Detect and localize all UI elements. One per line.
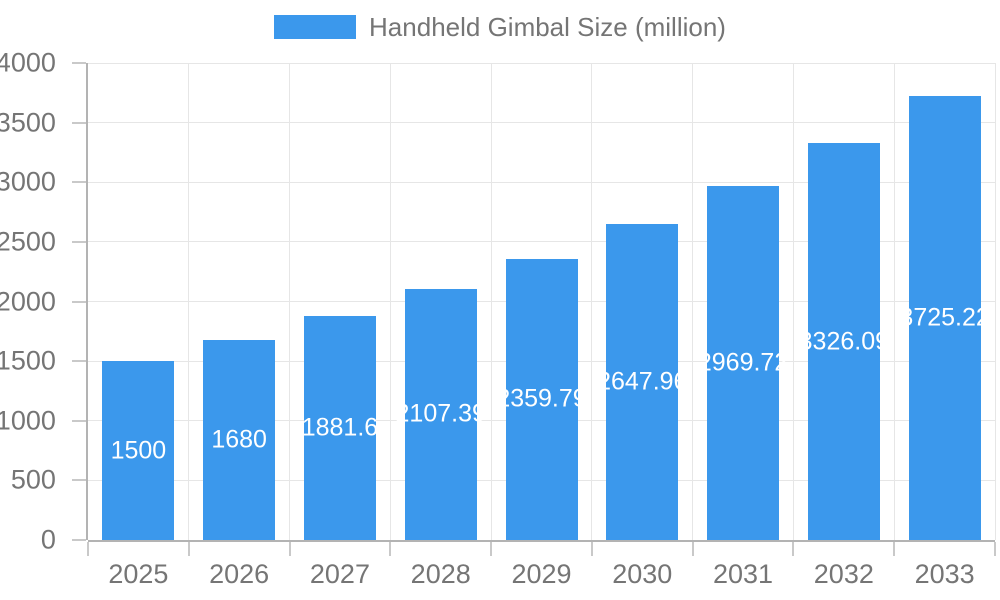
bar[interactable]: [606, 224, 679, 540]
y-axis-tick-mark: [72, 360, 86, 363]
gridline-vertical: [994, 63, 996, 540]
y-axis-line: [86, 63, 88, 540]
y-axis-tick-mark: [72, 419, 86, 422]
y-tick-label: 3000: [0, 166, 56, 197]
gridline-horizontal: [88, 62, 995, 64]
x-tick-label: 2033: [914, 559, 975, 589]
x-tick-label: 2025: [108, 559, 169, 589]
bar[interactable]: [303, 315, 376, 540]
x-tick-label: 2030: [612, 559, 673, 589]
gridline-vertical: [692, 63, 694, 540]
gridline-horizontal: [88, 181, 995, 183]
x-axis-tick-mark: [994, 542, 996, 556]
bar-value-label: 3725.22: [899, 303, 990, 332]
y-tick-label: 3500: [0, 107, 56, 138]
y-tick-label: 1500: [0, 345, 56, 376]
x-tick-label: 2028: [410, 559, 471, 589]
y-tick-label: 500: [10, 464, 56, 495]
x-axis-tick-mark: [87, 542, 89, 556]
bar[interactable]: [707, 185, 780, 540]
gridline-vertical: [792, 63, 794, 540]
gridline-vertical: [389, 63, 391, 540]
y-tick-label: 0: [40, 524, 56, 555]
x-tick-label: 2027: [309, 559, 370, 589]
x-axis-line: [88, 540, 995, 542]
y-axis-tick-mark: [72, 240, 86, 243]
legend-label: Handheld Gimbal Size (million): [369, 12, 726, 42]
bar[interactable]: [908, 95, 981, 540]
bar-value-label: 3326.09: [798, 327, 890, 356]
x-axis-tick-mark: [389, 542, 392, 556]
gridline-vertical: [490, 63, 492, 540]
bar-value-label: 2647.96: [597, 367, 688, 396]
x-tick-label: 2032: [813, 559, 874, 589]
bar-value-label: 2107.39: [395, 399, 486, 428]
x-axis-tick-mark: [288, 542, 291, 556]
bar-value-label: 1881.6: [301, 413, 379, 442]
gridline-vertical: [289, 63, 291, 540]
x-tick-label: 2029: [511, 559, 572, 589]
y-tick-label: 2000: [0, 286, 56, 316]
x-axis-tick-mark: [893, 542, 896, 556]
bar[interactable]: [102, 361, 175, 540]
x-axis-tick-mark: [590, 542, 593, 556]
gridline-vertical: [188, 63, 190, 540]
legend[interactable]: Handheld Gimbal Size (million): [0, 14, 1000, 40]
x-axis-tick-mark: [187, 542, 190, 556]
bar[interactable]: [404, 288, 477, 540]
y-tick-label: 4000: [0, 47, 56, 78]
y-axis-tick-mark: [72, 181, 86, 184]
x-axis-tick-mark: [691, 542, 694, 556]
x-tick-label: 2031: [713, 559, 774, 589]
bar-value-label: 1500: [110, 436, 167, 465]
bar-value-label: 2969.72: [697, 348, 789, 377]
y-tick-label: 1000: [0, 405, 56, 436]
x-axis-tick-mark: [490, 542, 493, 556]
y-axis-tick-mark: [72, 62, 86, 64]
plot-area: 0 500 1000 1500 2000 2500 3000 3500 4000 2025 2026…: [0, 49, 996, 588]
bar-value-label: 1680: [211, 425, 267, 454]
legend-swatch: [274, 15, 357, 39]
y-axis-tick-mark: [72, 479, 86, 482]
y-axis-tick-mark: [72, 121, 86, 124]
gridline-horizontal: [88, 241, 995, 243]
gridline-vertical: [893, 63, 895, 540]
y-axis-tick-mark: [72, 300, 86, 303]
y-tick-label: 2500: [0, 226, 56, 257]
gridline-vertical: [591, 63, 593, 540]
x-axis-tick-mark: [792, 542, 795, 556]
bar[interactable]: [505, 258, 578, 540]
x-tick-label: 2026: [209, 559, 270, 589]
bar-value-label: 2359.79: [496, 384, 587, 413]
gridline-horizontal: [88, 122, 995, 124]
bar[interactable]: [807, 143, 880, 540]
y-axis-tick-mark: [72, 539, 86, 541]
bar[interactable]: [203, 339, 276, 540]
